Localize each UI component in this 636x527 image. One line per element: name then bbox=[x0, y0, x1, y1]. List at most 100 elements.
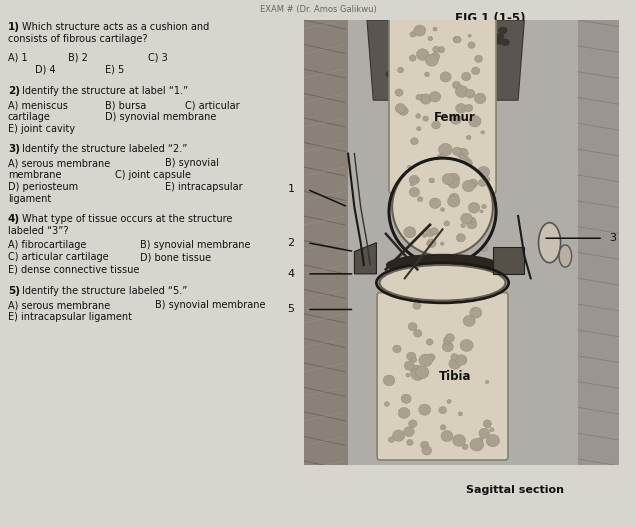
Text: 1: 1 bbox=[287, 184, 294, 194]
Text: B) synovial: B) synovial bbox=[165, 158, 219, 168]
Ellipse shape bbox=[439, 406, 446, 414]
Text: D) periosteum: D) periosteum bbox=[8, 182, 78, 192]
Text: labeled “3”?: labeled “3”? bbox=[8, 226, 69, 236]
Ellipse shape bbox=[410, 188, 420, 197]
Ellipse shape bbox=[401, 394, 411, 403]
Ellipse shape bbox=[463, 315, 475, 326]
Ellipse shape bbox=[466, 157, 469, 160]
Ellipse shape bbox=[447, 399, 451, 404]
Text: 4): 4) bbox=[8, 214, 20, 224]
Polygon shape bbox=[354, 242, 377, 274]
Text: 2: 2 bbox=[287, 238, 294, 248]
Ellipse shape bbox=[448, 178, 459, 188]
Ellipse shape bbox=[399, 106, 408, 115]
Text: 3): 3) bbox=[8, 144, 20, 154]
Ellipse shape bbox=[410, 182, 415, 186]
Ellipse shape bbox=[469, 170, 474, 173]
Ellipse shape bbox=[407, 165, 411, 169]
Ellipse shape bbox=[454, 36, 461, 43]
Text: B) synovial membrane: B) synovial membrane bbox=[155, 300, 265, 310]
Ellipse shape bbox=[441, 208, 445, 211]
Text: 1): 1) bbox=[8, 22, 20, 32]
Text: Identify the structure labeled “5.”: Identify the structure labeled “5.” bbox=[22, 286, 188, 296]
Ellipse shape bbox=[439, 143, 452, 156]
Ellipse shape bbox=[380, 265, 506, 300]
Ellipse shape bbox=[450, 193, 459, 202]
Ellipse shape bbox=[469, 179, 478, 188]
Ellipse shape bbox=[485, 380, 489, 384]
Ellipse shape bbox=[438, 154, 443, 159]
Ellipse shape bbox=[408, 323, 417, 331]
Text: E) 5: E) 5 bbox=[105, 64, 124, 74]
Ellipse shape bbox=[418, 404, 431, 415]
Text: A) fibrocartilage: A) fibrocartilage bbox=[8, 240, 86, 250]
Ellipse shape bbox=[429, 92, 441, 102]
Ellipse shape bbox=[385, 71, 394, 77]
Ellipse shape bbox=[415, 366, 429, 378]
Ellipse shape bbox=[437, 46, 448, 55]
Ellipse shape bbox=[392, 158, 493, 256]
Ellipse shape bbox=[451, 354, 458, 360]
Text: E) intracapsular ligament: E) intracapsular ligament bbox=[8, 312, 132, 322]
Ellipse shape bbox=[459, 154, 464, 159]
Ellipse shape bbox=[467, 219, 477, 229]
Text: cartilage: cartilage bbox=[8, 112, 51, 122]
Ellipse shape bbox=[398, 407, 410, 418]
Ellipse shape bbox=[431, 52, 439, 61]
Text: Tibia: Tibia bbox=[439, 370, 471, 383]
Ellipse shape bbox=[474, 55, 483, 63]
Text: D) bone tissue: D) bone tissue bbox=[140, 252, 211, 262]
Ellipse shape bbox=[411, 357, 417, 362]
Text: 2): 2) bbox=[8, 86, 20, 96]
Ellipse shape bbox=[427, 354, 435, 361]
Ellipse shape bbox=[442, 174, 454, 184]
Text: 5): 5) bbox=[8, 286, 20, 296]
Ellipse shape bbox=[498, 26, 508, 34]
Ellipse shape bbox=[466, 89, 475, 98]
Ellipse shape bbox=[384, 375, 395, 386]
Ellipse shape bbox=[416, 94, 422, 100]
Ellipse shape bbox=[425, 72, 429, 77]
Text: A) meniscus: A) meniscus bbox=[8, 100, 68, 110]
Ellipse shape bbox=[468, 34, 471, 37]
Ellipse shape bbox=[416, 178, 420, 181]
Ellipse shape bbox=[480, 210, 483, 213]
Ellipse shape bbox=[465, 104, 473, 112]
Ellipse shape bbox=[449, 358, 461, 369]
Text: C) joint capsule: C) joint capsule bbox=[115, 170, 191, 180]
Ellipse shape bbox=[442, 30, 450, 36]
Ellipse shape bbox=[422, 233, 427, 238]
Ellipse shape bbox=[426, 229, 434, 237]
Ellipse shape bbox=[392, 430, 404, 441]
Ellipse shape bbox=[422, 446, 432, 455]
Text: E) joint cavity: E) joint cavity bbox=[8, 124, 75, 134]
Ellipse shape bbox=[478, 437, 483, 442]
Text: 3: 3 bbox=[609, 233, 616, 243]
Ellipse shape bbox=[471, 67, 480, 75]
Ellipse shape bbox=[471, 82, 480, 89]
Ellipse shape bbox=[389, 437, 394, 443]
Ellipse shape bbox=[386, 254, 499, 276]
Ellipse shape bbox=[447, 173, 460, 184]
Ellipse shape bbox=[404, 361, 414, 370]
Polygon shape bbox=[304, 20, 348, 465]
Ellipse shape bbox=[428, 36, 432, 41]
Ellipse shape bbox=[468, 42, 475, 48]
Ellipse shape bbox=[457, 148, 468, 159]
Text: A) 1: A) 1 bbox=[8, 52, 27, 62]
Ellipse shape bbox=[398, 67, 404, 73]
Ellipse shape bbox=[453, 434, 466, 446]
Ellipse shape bbox=[423, 116, 429, 121]
Ellipse shape bbox=[481, 131, 485, 134]
Text: EXAM # (Dr. Amos Galikwu): EXAM # (Dr. Amos Galikwu) bbox=[259, 5, 377, 14]
Ellipse shape bbox=[384, 402, 389, 406]
Text: FIG 1 (1-5): FIG 1 (1-5) bbox=[455, 12, 525, 25]
Ellipse shape bbox=[456, 233, 466, 242]
Ellipse shape bbox=[429, 198, 441, 209]
Ellipse shape bbox=[458, 412, 462, 416]
Ellipse shape bbox=[486, 434, 499, 447]
Ellipse shape bbox=[444, 221, 450, 226]
Ellipse shape bbox=[409, 55, 416, 61]
Ellipse shape bbox=[481, 204, 487, 209]
Ellipse shape bbox=[450, 114, 461, 124]
